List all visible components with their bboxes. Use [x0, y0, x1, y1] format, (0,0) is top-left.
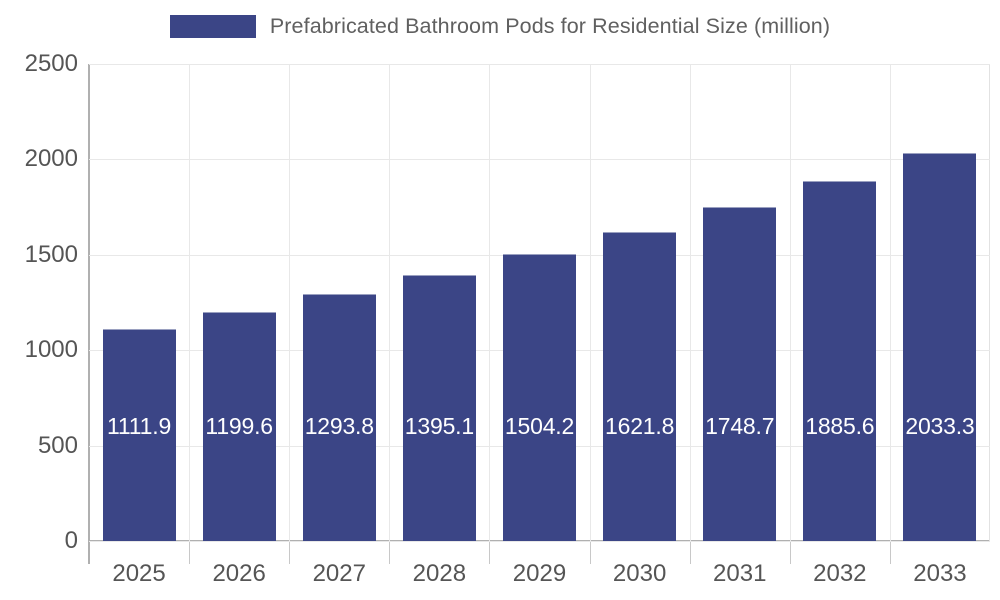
bar-2032[interactable]: [803, 181, 877, 541]
bar-value-label-2030: 1621.8: [605, 413, 675, 439]
y-axis-tick-label: 2000: [24, 145, 78, 173]
x-gridline: [189, 64, 190, 541]
legend-label-series-0: Prefabricated Bathroom Pods for Resident…: [269, 14, 831, 38]
x-axis-tick: [189, 542, 190, 564]
x-gridline: [790, 64, 791, 541]
x-axis-tick-label-2026: 2026: [212, 560, 266, 587]
bar-2025[interactable]: [102, 328, 176, 541]
y-axis-tick-label: 0: [64, 527, 78, 554]
x-axis-tick-label-2031: 2031: [713, 560, 767, 587]
x-gridline: [890, 64, 891, 541]
y-axis-tick-label: 500: [37, 431, 78, 459]
x-axis-tick-label-2027: 2027: [312, 560, 366, 587]
x-axis-tick-label-2029: 2029: [512, 560, 567, 587]
x-axis-tick: [890, 542, 891, 564]
x-axis-tick: [790, 542, 791, 564]
x-gridline: [389, 64, 390, 541]
x-axis-tick: [590, 542, 591, 564]
x-gridline: [590, 64, 591, 541]
y-gridline: [89, 541, 990, 542]
y-gridline: [89, 64, 990, 65]
bar-value-label-2033: 2033.3: [905, 413, 975, 439]
bar-value-label-2027: 1293.8: [304, 413, 374, 439]
chart-legend: Prefabricated Bathroom Pods for Resident…: [0, 14, 1000, 39]
bar-value-label-2029: 1504.2: [504, 413, 575, 439]
x-axis-tick-label-2030: 2030: [612, 560, 667, 587]
plot-right-border: [989, 64, 990, 541]
x-axis-tick-label-2033: 2033: [913, 560, 967, 587]
x-axis-tick: [690, 542, 691, 564]
y-axis-tick-labels: 0 500 1000 1500 2000 2500: [0, 0, 78, 600]
y-axis-tick-label: 1500: [24, 240, 78, 268]
x-gridline: [690, 64, 691, 541]
bar-2031[interactable]: [703, 207, 777, 541]
x-axis-tick-label-2032: 2032: [813, 560, 867, 587]
x-axis-tick-label-2028: 2028: [412, 560, 467, 587]
bar-2028[interactable]: [402, 274, 476, 541]
y-gridline: [89, 159, 990, 161]
x-axis-tick-label-2025: 2025: [112, 560, 166, 587]
x-gridline: [489, 64, 490, 541]
bar-value-label-2028: 1395.1: [404, 413, 474, 439]
bar-2030[interactable]: [603, 231, 677, 541]
bar-value-label-2026: 1199.6: [205, 413, 273, 439]
bar-value-label-2025: 1111.9: [107, 413, 172, 439]
bar-2033[interactable]: [903, 153, 977, 541]
x-axis-tick: [489, 542, 490, 564]
legend-swatch-series-0: [169, 15, 256, 38]
bar-value-label-2031: 1748.7: [705, 413, 775, 439]
bar-2029[interactable]: [503, 254, 576, 541]
y-axis-spine: [88, 64, 90, 564]
y-axis-tick-label: 1000: [24, 336, 78, 364]
bar-2027[interactable]: [302, 294, 376, 541]
plot-area: 1111.9 1199.6 1293.8 1395.1 1504.2 1621.8 1748…: [89, 64, 990, 542]
x-axis-tick: [389, 542, 390, 564]
x-axis-tick: [289, 542, 290, 564]
bar-value-label-2032: 1885.6: [805, 413, 875, 439]
x-gridline: [289, 64, 290, 541]
y-axis-tick-label: 2500: [24, 50, 78, 77]
bar-2026[interactable]: [202, 312, 276, 541]
